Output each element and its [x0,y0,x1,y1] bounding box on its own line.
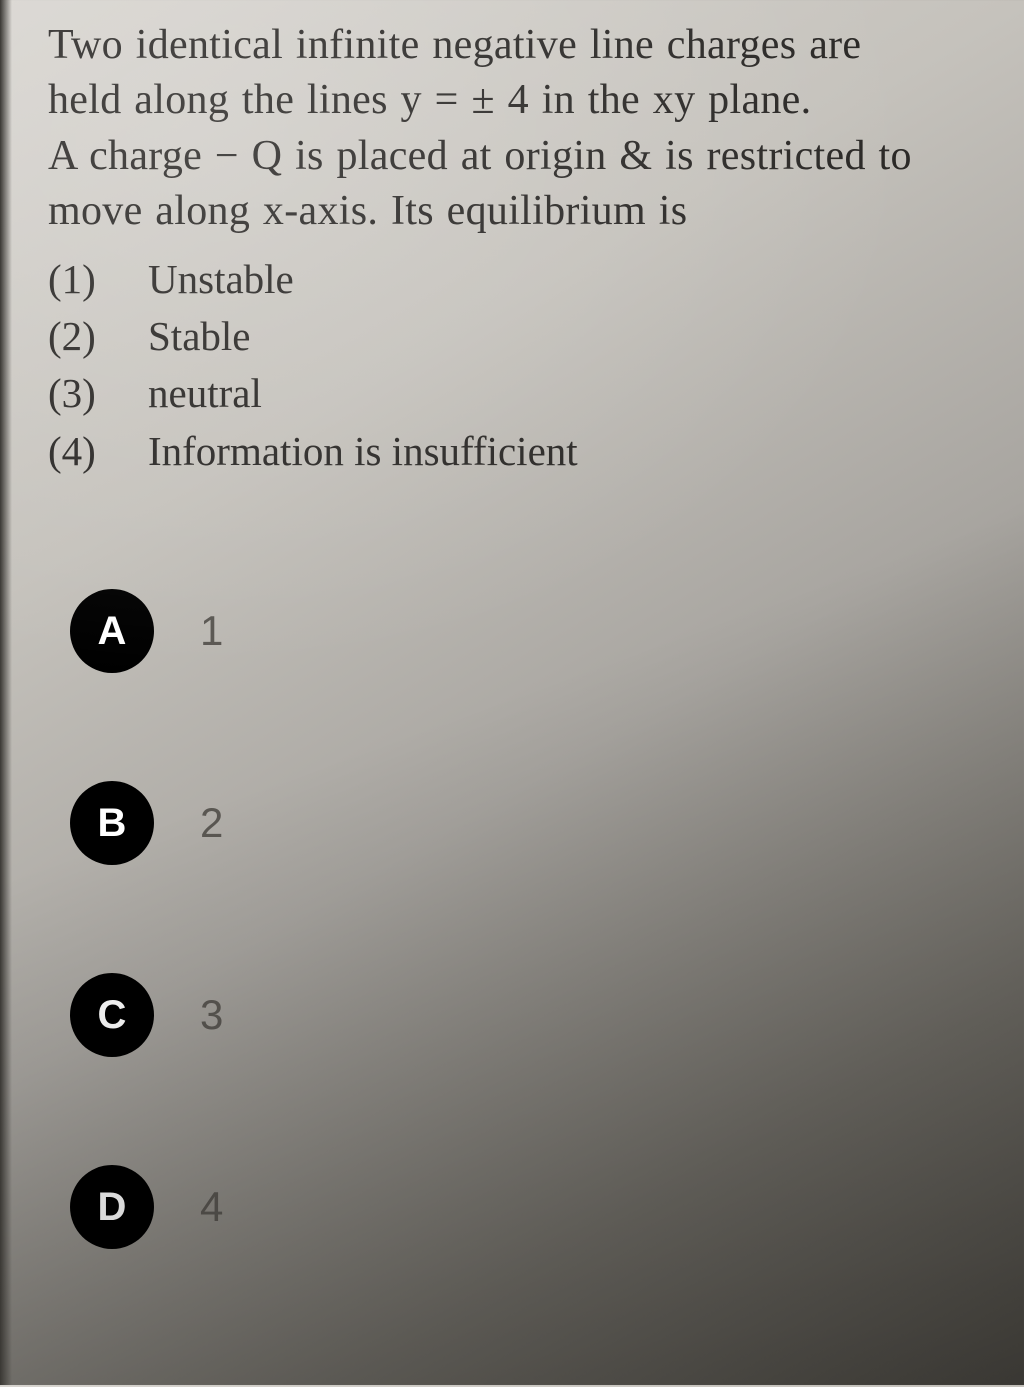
choice-value: 1 [200,607,223,655]
question-text: Two identical infinite negative line cha… [48,18,994,240]
option-row: (4) Information is insufficient [48,424,994,479]
answer-choices: A 1 B 2 C 3 D 4 [48,589,994,1249]
answer-choice-b[interactable]: B 2 [70,781,994,865]
option-row: (1) Unstable [48,252,994,307]
option-text: Unstable [148,252,294,307]
choice-letter: C [98,993,127,1038]
page: Two identical infinite negative line cha… [0,0,1024,1387]
question-line: held along the lines y = ± 4 in the xy p… [48,73,994,128]
choice-letter: D [98,1185,127,1230]
choice-letter: B [98,801,127,846]
choice-badge: A [70,589,154,673]
option-number: (4) [48,424,130,479]
option-row: (3) neutral [48,366,994,421]
option-row: (2) Stable [48,309,994,364]
options-list: (1) Unstable (2) Stable (3) neutral (4) … [48,252,994,479]
answer-choice-c[interactable]: C 3 [70,973,994,1057]
option-text: neutral [148,366,262,421]
choice-letter: A [98,609,127,654]
answer-choice-d[interactable]: D 4 [70,1165,994,1249]
question-line: A charge − Q is placed at origin & is re… [48,129,994,184]
question-line: Two identical infinite negative line cha… [48,18,994,73]
question-line: move along x-axis. Its equilibrium is [48,184,994,239]
answer-choice-a[interactable]: A 1 [70,589,994,673]
option-number: (2) [48,309,130,364]
choice-value: 3 [200,991,223,1039]
choice-badge: D [70,1165,154,1249]
choice-badge: B [70,781,154,865]
choice-badge: C [70,973,154,1057]
option-text: Information is insufficient [148,424,578,479]
option-text: Stable [148,309,250,364]
choice-value: 4 [200,1183,223,1231]
option-number: (3) [48,366,130,421]
choice-value: 2 [200,799,223,847]
option-number: (1) [48,252,130,307]
